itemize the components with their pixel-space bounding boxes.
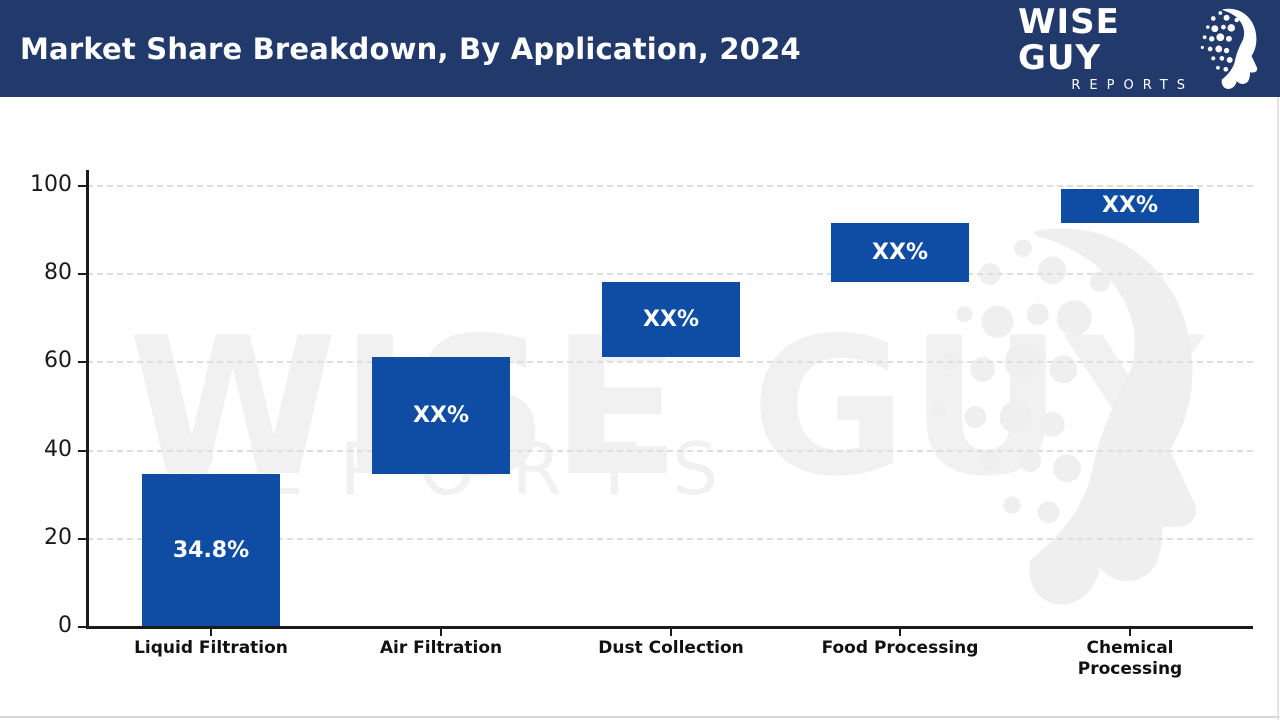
- y-axis-tick-mark: [78, 361, 87, 364]
- bar-segment: XX%: [1061, 188, 1199, 224]
- x-axis-tick-mark: [899, 627, 901, 636]
- bar-value-label: 34.8%: [172, 537, 250, 563]
- bar-segment: 34.8%: [142, 473, 280, 627]
- category-label: Food Processing: [821, 638, 979, 658]
- gridline: [87, 361, 1253, 364]
- brand-logo: WISE GUY REPORTS: [1018, 1, 1268, 93]
- brand-name: WISE GUY: [1018, 1, 1120, 78]
- bar-value-label: XX%: [872, 240, 928, 266]
- bottom-border: [0, 716, 1280, 718]
- bar-value-label: XX%: [643, 307, 699, 333]
- watermark-head-icon: [931, 228, 1197, 605]
- category-label: Liquid Filtration: [134, 638, 288, 658]
- x-axis-tick-mark: [210, 627, 212, 636]
- gridline: [87, 273, 1253, 276]
- bar-value-label: XX%: [413, 402, 469, 428]
- category-label: Dust Collection: [598, 638, 744, 658]
- category-label: Chemical Processing: [1077, 638, 1183, 680]
- category-label: Air Filtration: [379, 638, 503, 658]
- bar-segment: XX%: [372, 357, 510, 474]
- x-axis-tick-mark: [1129, 627, 1131, 636]
- y-axis-tick-mark: [78, 626, 87, 628]
- y-axis-tick-mark: [78, 537, 87, 540]
- bar-value-label: XX%: [1102, 193, 1158, 219]
- y-axis-tick-label: 0: [58, 613, 72, 638]
- header: Market Share Breakdown, By Application, …: [0, 0, 1280, 97]
- page-title: Market Share Breakdown, By Application, …: [20, 31, 801, 66]
- gridline: [87, 449, 1253, 452]
- brand-subname: REPORTS: [1071, 78, 1194, 94]
- gridline: [87, 537, 1253, 540]
- y-axis-tick-label: 20: [44, 524, 72, 550]
- y-axis-tick-label: 40: [44, 436, 72, 462]
- y-axis-tick-mark: [78, 273, 87, 276]
- brand-logo-text: WISE GUY REPORTS: [1018, 1, 1188, 93]
- x-axis-tick-mark: [440, 627, 442, 636]
- y-axis-tick-mark: [78, 449, 87, 452]
- chart-area: WISE GUY REPORTS 02040608010034.8%XX%XX%…: [0, 97, 1280, 720]
- right-border: [1277, 97, 1279, 720]
- gridline: [87, 185, 1253, 187]
- y-axis-tick-mark: [78, 185, 87, 187]
- x-axis-tick-mark: [670, 627, 672, 636]
- y-axis-line: [86, 170, 89, 629]
- x-axis-line: [86, 626, 1253, 629]
- y-axis-tick-label: 100: [30, 172, 72, 197]
- bar-segment: XX%: [602, 282, 740, 358]
- bar-segment: XX%: [831, 223, 969, 283]
- y-axis-tick-label: 60: [44, 348, 72, 374]
- y-axis-tick-label: 80: [44, 260, 72, 286]
- brand-head-icon: [1200, 8, 1258, 89]
